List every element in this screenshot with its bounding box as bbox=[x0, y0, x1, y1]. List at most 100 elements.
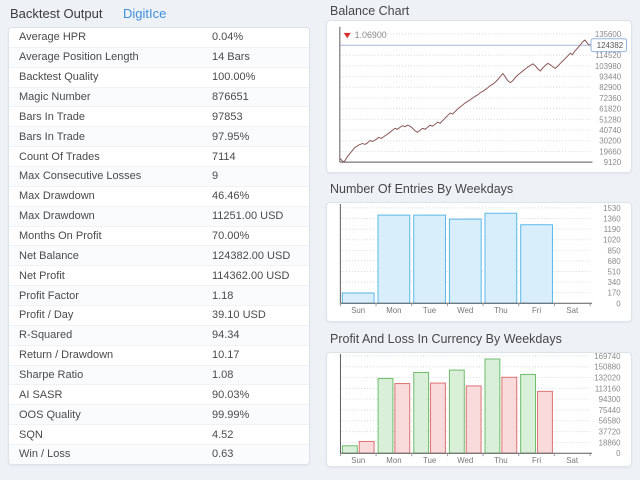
profit-bar-thu bbox=[484, 358, 501, 454]
table-row: Profit / Day 39.10 USD bbox=[9, 305, 309, 325]
svg-text:0: 0 bbox=[616, 299, 621, 308]
row-value: 9 bbox=[212, 170, 219, 183]
row-value: 97.95% bbox=[212, 130, 250, 143]
row-label: Net Profit bbox=[19, 269, 65, 282]
bar-sun bbox=[341, 292, 375, 304]
svg-text:82900: 82900 bbox=[599, 83, 622, 92]
row-value: 114362.00 USD bbox=[212, 269, 290, 282]
row-label: SQN bbox=[19, 428, 43, 441]
svg-text:850: 850 bbox=[607, 246, 621, 255]
page-title: Backtest Output bbox=[10, 6, 103, 21]
row-label: Sharpe Ratio bbox=[19, 369, 84, 382]
svg-text:Fri: Fri bbox=[532, 456, 541, 465]
row-label: Months On Profit bbox=[19, 230, 102, 243]
svg-text:72360: 72360 bbox=[599, 94, 622, 103]
svg-text:1190: 1190 bbox=[604, 225, 622, 234]
table-row: Win / Loss 0.63 bbox=[9, 444, 309, 464]
row-value: 0.04% bbox=[212, 31, 244, 44]
table-row: Count Of Trades 7114 bbox=[9, 146, 309, 166]
svg-text:Mon: Mon bbox=[386, 456, 401, 465]
svg-text:Sat: Sat bbox=[566, 306, 579, 315]
row-label: Profit Factor bbox=[19, 289, 79, 302]
svg-text:94300: 94300 bbox=[599, 395, 621, 404]
table-row: OOS Quality 99.99% bbox=[9, 404, 309, 425]
table-row: Months On Profit 70.00% bbox=[9, 225, 309, 246]
row-label: Count Of Trades bbox=[19, 150, 100, 163]
svg-text:Tue: Tue bbox=[423, 306, 437, 315]
loss-bar-sun bbox=[358, 440, 375, 454]
row-label: R-Squared bbox=[19, 329, 73, 342]
svg-text:103980: 103980 bbox=[595, 62, 622, 71]
svg-text:19660: 19660 bbox=[599, 147, 622, 156]
row-value: 1.18 bbox=[212, 289, 234, 302]
row-label: Backtest Quality bbox=[19, 71, 99, 84]
row-value: 124382.00 USD bbox=[212, 249, 291, 262]
row-value: 97853 bbox=[212, 110, 243, 123]
row-value: 0.63 bbox=[212, 448, 234, 461]
row-label: Max Consecutive Losses bbox=[19, 170, 142, 183]
backtest-stats-table: Average HPR 0.04% Average Position Length 1… bbox=[8, 27, 310, 465]
row-label: Bars In Trade bbox=[19, 110, 86, 123]
svg-text:135600: 135600 bbox=[595, 30, 622, 39]
svg-text:1530: 1530 bbox=[603, 204, 621, 213]
table-row: Max Consecutive Losses 9 bbox=[9, 166, 309, 186]
pnl-chart-panel: 0 18860 37720 56580 75440 94300 113160 132020 15… bbox=[326, 352, 632, 467]
table-row: Magic Number 876651 bbox=[9, 86, 309, 107]
row-value: 70.00% bbox=[212, 230, 250, 243]
profit-bar-sun bbox=[341, 445, 358, 454]
svg-text:0: 0 bbox=[616, 449, 621, 458]
pnl-chart-title: Profit And Loss In Currency By Weekdays bbox=[330, 332, 562, 346]
svg-text:Thu: Thu bbox=[494, 456, 508, 465]
row-label: Average Position Length bbox=[19, 51, 139, 64]
bar-tue bbox=[413, 214, 446, 304]
svg-text:150880: 150880 bbox=[594, 363, 621, 372]
row-label: Bars In Trade bbox=[19, 130, 86, 143]
table-row: Max Drawdown 11251.00 USD bbox=[9, 205, 309, 226]
profit-bar-mon bbox=[377, 377, 394, 454]
row-label: Average HPR bbox=[19, 31, 87, 44]
svg-text:170: 170 bbox=[607, 289, 621, 298]
svg-text:75440: 75440 bbox=[599, 406, 621, 415]
svg-text:340: 340 bbox=[607, 278, 621, 287]
strategy-name-link[interactable]: DigitIce bbox=[123, 6, 167, 21]
loss-bar-tue bbox=[430, 382, 446, 454]
svg-text:Sun: Sun bbox=[351, 456, 365, 465]
svg-text:113160: 113160 bbox=[595, 384, 621, 393]
svg-text:680: 680 bbox=[607, 257, 621, 266]
row-value: 7114 bbox=[212, 150, 236, 163]
table-row: Sharpe Ratio 1.08 bbox=[9, 364, 309, 385]
triangle-down-icon bbox=[343, 32, 351, 39]
svg-text:51280: 51280 bbox=[599, 115, 622, 124]
svg-text:37720: 37720 bbox=[599, 428, 621, 437]
row-label: Max Drawdown bbox=[19, 190, 95, 203]
table-row: Average HPR 0.04% bbox=[9, 28, 309, 47]
row-label: Magic Number bbox=[19, 91, 91, 103]
svg-text:Fri: Fri bbox=[532, 306, 541, 315]
bar-wed bbox=[448, 218, 482, 304]
balance-chart-panel: 135600 114520 103980 93440 82900 72360 61820 51… bbox=[326, 20, 632, 173]
svg-text:169740: 169740 bbox=[594, 353, 621, 361]
row-value: 99.99% bbox=[212, 408, 250, 421]
row-label: AI SASR bbox=[19, 388, 63, 401]
svg-text:61820: 61820 bbox=[599, 105, 622, 114]
svg-text:40740: 40740 bbox=[599, 126, 622, 135]
entries-chart-panel: 0 170 340 510 680 850 1020 1190 1360 1530 Sun Mon Tu… bbox=[326, 202, 632, 322]
row-value: 100.00% bbox=[212, 71, 256, 84]
table-row: Bars In Trade 97853 bbox=[9, 106, 309, 126]
row-value: 876651 bbox=[212, 91, 249, 103]
svg-text:1.06900: 1.06900 bbox=[355, 30, 387, 40]
row-value: 39.10 USD bbox=[212, 309, 266, 322]
row-value: 46.46% bbox=[212, 190, 250, 203]
row-value: 1.08 bbox=[212, 369, 234, 382]
svg-text:Thu: Thu bbox=[494, 306, 508, 315]
row-value: 94.34 bbox=[212, 329, 240, 342]
entries-chart-title: Number Of Entries By Weekdays bbox=[330, 182, 514, 196]
profit-bar-wed bbox=[448, 369, 465, 454]
svg-text:114520: 114520 bbox=[595, 51, 621, 60]
svg-text:Sat: Sat bbox=[566, 456, 579, 465]
svg-text:9120: 9120 bbox=[604, 158, 622, 167]
svg-text:30200: 30200 bbox=[599, 137, 622, 146]
